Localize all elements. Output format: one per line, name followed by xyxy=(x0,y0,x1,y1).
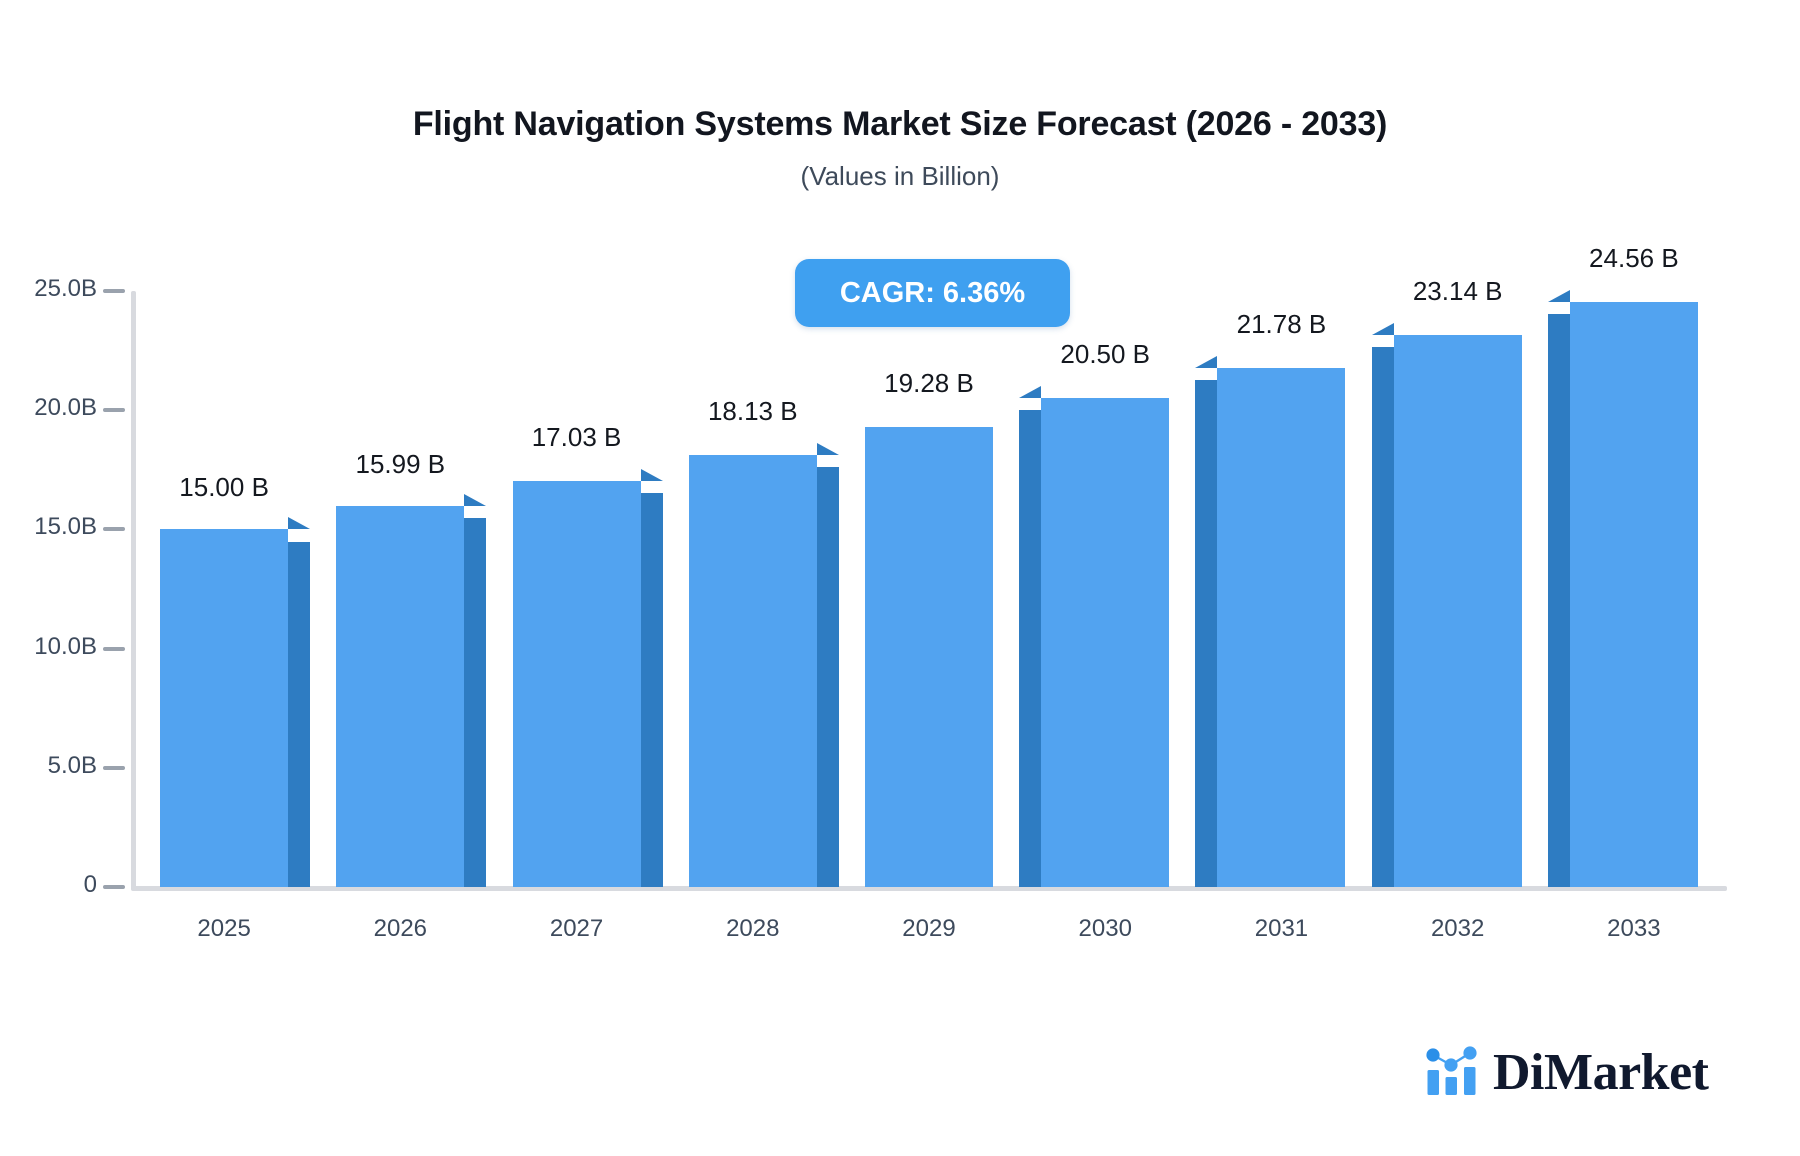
bar[interactable]: 20.50 B xyxy=(1019,339,1170,887)
bar-top-face xyxy=(640,469,663,482)
x-axis-label: 2028 xyxy=(726,915,780,942)
bar-side-face xyxy=(1195,379,1218,887)
y-tick-mark xyxy=(103,408,125,413)
bar-value-label: 24.56 B xyxy=(1589,242,1679,273)
brand-logo: DiMarket xyxy=(1424,1043,1709,1101)
bar-side-face xyxy=(640,493,663,887)
y-tick-mark xyxy=(103,527,125,532)
bar-front-face xyxy=(688,454,817,887)
x-axis-label: 2027 xyxy=(549,915,604,942)
chart-title: Flight Navigation Systems Market Size Fo… xyxy=(412,105,1388,143)
bar-value-label: 15.99 B xyxy=(355,448,446,479)
bar[interactable]: 15.99 B xyxy=(336,449,487,887)
y-tick-label: 10.0B xyxy=(34,632,97,660)
bar-front-face xyxy=(1569,301,1698,887)
bar-top-face xyxy=(1195,355,1218,368)
cagr-badge: CAGR: 6.36% xyxy=(795,259,1070,327)
bar-top-face xyxy=(816,442,839,455)
y-tick-label: 20.0B xyxy=(34,394,97,422)
bar[interactable]: 17.03 B xyxy=(512,422,663,887)
bar-value-label: 17.03 B xyxy=(531,422,622,453)
y-tick-label: 0 xyxy=(83,871,97,898)
bar-side-face xyxy=(288,541,311,887)
bar-front-face xyxy=(1393,335,1522,887)
bar[interactable]: 23.14 B xyxy=(1371,276,1522,887)
bar[interactable]: 21.78 B xyxy=(1195,309,1346,887)
y-tick-mark xyxy=(103,765,125,770)
bar[interactable]: 18.13 B xyxy=(688,396,839,887)
bar-value-label: 19.28 B xyxy=(884,368,974,399)
bar-top-face xyxy=(1371,323,1394,336)
x-axis-label: 2030 xyxy=(1078,915,1132,942)
y-tick-mark xyxy=(103,885,125,889)
bar[interactable]: 15.00 B xyxy=(160,472,311,887)
y-tick-label: 15.0B xyxy=(34,513,97,541)
bar-top-face xyxy=(1019,386,1042,399)
bar[interactable]: 19.28 B xyxy=(865,368,993,887)
bar-top-face xyxy=(464,493,487,506)
x-axis-label: 2026 xyxy=(373,915,428,942)
chart-subtitle: (Values in Billion) xyxy=(800,160,1000,191)
bar-chart-icon xyxy=(1424,1044,1480,1101)
x-axis-label: 2025 xyxy=(197,915,251,942)
bar-value-label: 21.78 B xyxy=(1236,308,1327,339)
bar-side-face xyxy=(1019,410,1042,887)
y-tick-label: 25.0B xyxy=(34,275,97,302)
bar-front-face xyxy=(865,427,993,887)
brand-name: DiMarket xyxy=(1493,1043,1709,1101)
y-tick-label: 5.0B xyxy=(47,751,97,779)
x-axis-label: 2029 xyxy=(902,915,956,942)
title-block: Flight Navigation Systems Market Size Fo… xyxy=(0,104,1800,192)
bar-side-face xyxy=(1547,313,1570,887)
bar-value-label: 15.00 B xyxy=(179,472,269,503)
bar-value-label: 23.14 B xyxy=(1412,276,1503,307)
bar-side-face xyxy=(464,517,487,887)
bar-front-face xyxy=(1041,398,1170,887)
bar-front-face xyxy=(1217,367,1346,887)
y-tick-mark xyxy=(103,289,125,293)
bar-value-label: 20.50 B xyxy=(1060,339,1151,370)
bar[interactable]: 24.56 B xyxy=(1547,243,1698,887)
bar-side-face xyxy=(816,466,839,887)
x-axis-label: 2033 xyxy=(1607,915,1661,942)
y-tick-mark xyxy=(103,646,125,651)
bar-side-face xyxy=(1371,347,1394,887)
y-axis-line xyxy=(131,291,136,890)
x-axis-label: 2032 xyxy=(1430,915,1485,942)
bar-value-label: 18.13 B xyxy=(707,395,798,426)
bar-front-face xyxy=(160,529,289,887)
x-axis-line xyxy=(131,886,1727,891)
bar-front-face xyxy=(512,481,641,887)
x-axis-label: 2031 xyxy=(1254,915,1309,942)
bar-top-face xyxy=(288,517,311,530)
cagr-badge-label: CAGR: 6.36% xyxy=(839,276,1026,309)
bar-top-face xyxy=(1547,289,1570,302)
bar-front-face xyxy=(336,505,465,887)
